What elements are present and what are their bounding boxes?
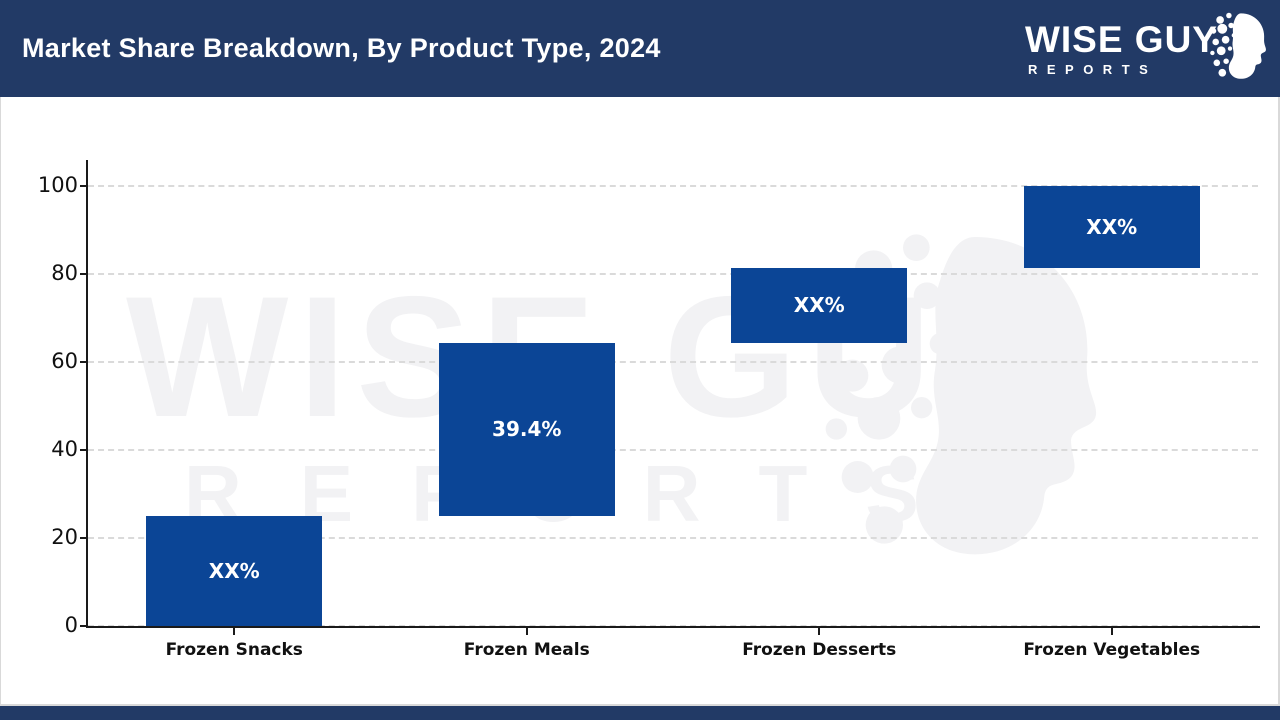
x-axis-tick: [818, 628, 821, 635]
y-axis-tick: [80, 625, 87, 627]
x-axis-tick: [1110, 628, 1113, 635]
x-axis-tick: [233, 628, 236, 635]
bar-frozen-vegetables: XX%: [1023, 186, 1200, 269]
y-axis-tick: [80, 185, 87, 187]
bar-frozen-desserts: XX%: [731, 268, 908, 343]
x-axis-category-label: Frozen Snacks: [165, 640, 303, 660]
page-title: Market Share Breakdown, By Product Type,…: [22, 33, 661, 63]
x-axis-tick: [525, 628, 528, 635]
gridline: [88, 273, 1258, 275]
gridline: [88, 449, 1258, 451]
y-axis-tick: [80, 449, 87, 451]
x-axis-category-label: Frozen Meals: [463, 640, 590, 660]
gridline: [88, 361, 1258, 363]
y-axis-tick-label: 60: [51, 349, 78, 373]
brand-subname: REPORTS: [1027, 61, 1158, 77]
gridline: [88, 185, 1258, 187]
y-axis-tick-label: 80: [51, 261, 78, 285]
y-axis-tick-label: 100: [37, 173, 78, 197]
bar-frozen-meals: 39.4%: [438, 342, 615, 516]
header-bar: Market Share Breakdown, By Product Type,…: [0, 0, 1280, 97]
bar-value-label: XX%: [1086, 215, 1138, 240]
bar-frozen-snacks: XX%: [146, 516, 323, 626]
bar-value-label: XX%: [793, 293, 845, 318]
brand-logo: WISE GUY REPORTS: [1025, 8, 1280, 90]
y-axis-tick-label: 0: [64, 613, 78, 637]
gridline: [88, 537, 1258, 539]
x-axis-category-label: Frozen Desserts: [742, 640, 897, 660]
y-axis-tick: [80, 273, 87, 275]
brand-name: WISE GUY: [1024, 18, 1218, 60]
y-axis-tick-label: 20: [51, 525, 78, 549]
brand-logo-text: WISE GUY REPORTS: [1025, 21, 1218, 77]
y-axis-tick-label: 40: [51, 437, 78, 461]
y-axis-tick: [80, 537, 87, 539]
y-axis-tick: [80, 361, 87, 363]
x-axis-category-label: Frozen Vegetables: [1023, 640, 1201, 660]
bar-value-label: XX%: [208, 559, 260, 583]
brand-face-icon: [1210, 12, 1266, 79]
bar-value-label: 39.4%: [492, 417, 562, 442]
x-axis-line: [86, 626, 1260, 628]
footer-bar: [0, 706, 1280, 720]
y-axis-line: [86, 160, 88, 628]
